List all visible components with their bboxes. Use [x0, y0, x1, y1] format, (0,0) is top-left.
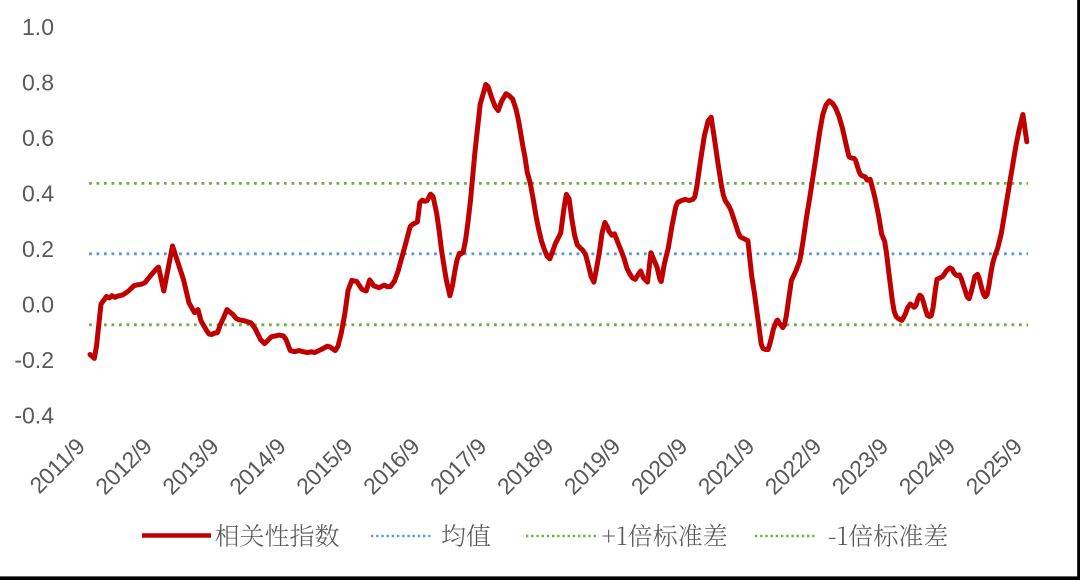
svg-text:0.0: 0.0	[22, 291, 54, 317]
svg-text:1.0: 1.0	[22, 14, 54, 40]
svg-text:0.6: 0.6	[22, 125, 54, 151]
svg-text:-0.2: -0.2	[14, 347, 54, 373]
svg-text:0.2: 0.2	[22, 236, 54, 262]
svg-text:0.8: 0.8	[22, 69, 54, 95]
svg-text:-0.4: -0.4	[14, 402, 54, 428]
svg-text:0.4: 0.4	[22, 180, 54, 206]
